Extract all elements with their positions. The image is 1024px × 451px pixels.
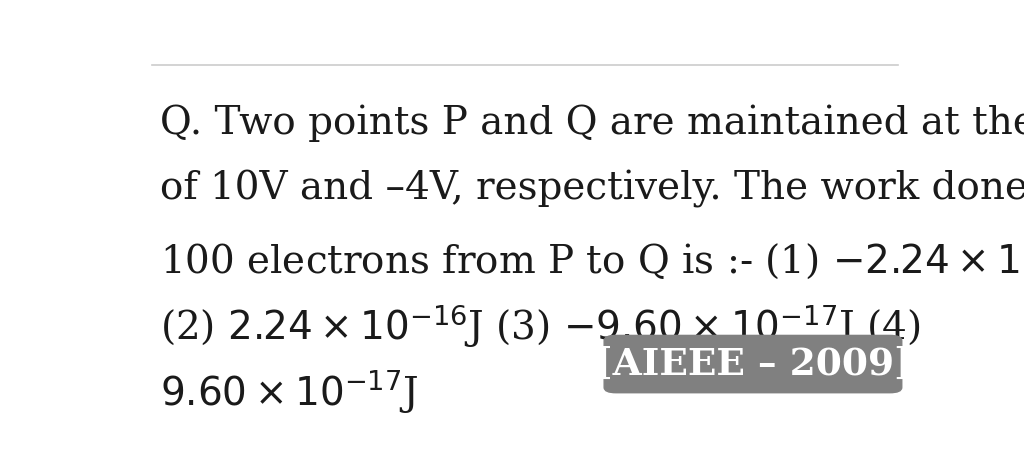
Text: of 10V and –4V, respectively. The work done in moving: of 10V and –4V, respectively. The work d… (160, 170, 1024, 208)
Text: Q. Two points P and Q are maintained at the potential: Q. Two points P and Q are maintained at … (160, 105, 1024, 142)
Text: [AIEEE – 2009]: [AIEEE – 2009] (595, 345, 911, 382)
Text: $9.60 \times 10^{-17}$J: $9.60 \times 10^{-17}$J (160, 368, 418, 415)
Text: 100 electrons from P to Q is :- (1) $-2.24 \times 10^{-16}$J: 100 electrons from P to Q is :- (1) $-2.… (160, 236, 1024, 284)
Text: (2) $2.24 \times 10^{-16}$J (3) $-9.60 \times 10^{-17}$J (4): (2) $2.24 \times 10^{-16}$J (3) $-9.60 \… (160, 303, 921, 350)
FancyBboxPatch shape (604, 336, 902, 393)
